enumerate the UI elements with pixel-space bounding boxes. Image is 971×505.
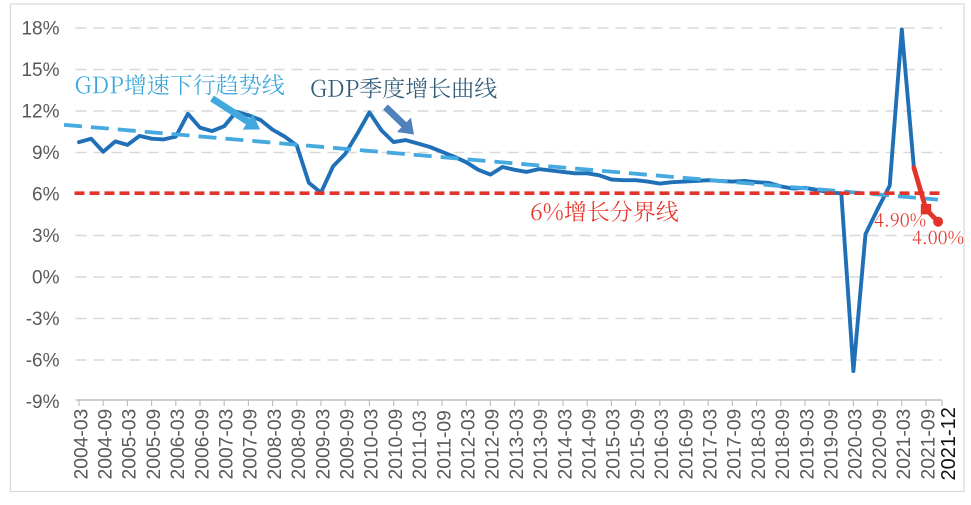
svg-text:2016-09: 2016-09	[676, 409, 697, 480]
svg-text:2006-03: 2006-03	[168, 409, 189, 480]
svg-text:-9%: -9%	[26, 392, 60, 413]
svg-text:-6%: -6%	[26, 351, 60, 372]
svg-text:2018-03: 2018-03	[749, 409, 770, 480]
svg-text:2021-12: 2021-12	[938, 407, 960, 480]
svg-text:15%: 15%	[21, 60, 59, 81]
svg-text:2009-09: 2009-09	[338, 409, 359, 480]
svg-text:2011-03: 2011-03	[410, 410, 431, 479]
svg-text:2021-03: 2021-03	[894, 409, 915, 480]
svg-text:0%: 0%	[32, 268, 60, 289]
svg-text:2004-03: 2004-03	[71, 409, 92, 480]
svg-text:2015-09: 2015-09	[628, 409, 649, 480]
svg-text:2013-03: 2013-03	[507, 409, 528, 480]
svg-text:3%: 3%	[32, 226, 60, 247]
svg-text:2014-09: 2014-09	[580, 409, 601, 480]
svg-text:2017-03: 2017-03	[701, 409, 722, 480]
svg-text:2010-09: 2010-09	[386, 409, 407, 480]
svg-text:2009-03: 2009-03	[313, 409, 334, 480]
svg-text:2013-09: 2013-09	[531, 409, 552, 480]
svg-text:-3%: -3%	[26, 309, 60, 330]
svg-text:12%: 12%	[21, 102, 59, 123]
svg-text:6%: 6%	[32, 185, 60, 206]
svg-text:2019-03: 2019-03	[797, 409, 818, 480]
svg-text:2017-09: 2017-09	[725, 409, 746, 480]
svg-text:2010-03: 2010-03	[362, 409, 383, 480]
svg-text:2011-09: 2011-09	[434, 410, 455, 479]
svg-text:2006-09: 2006-09	[192, 409, 213, 480]
svg-text:2004-09: 2004-09	[96, 409, 117, 480]
svg-text:2005-03: 2005-03	[120, 409, 141, 480]
svg-text:2005-09: 2005-09	[144, 409, 165, 480]
svg-text:2020-09: 2020-09	[870, 409, 891, 480]
svg-text:2007-09: 2007-09	[241, 409, 262, 480]
svg-text:2007-03: 2007-03	[217, 409, 238, 480]
svg-text:2015-03: 2015-03	[604, 409, 625, 480]
svg-text:2014-03: 2014-03	[555, 409, 576, 480]
svg-text:2020-03: 2020-03	[846, 409, 867, 480]
svg-text:2021-09: 2021-09	[918, 409, 939, 480]
svg-text:2019-09: 2019-09	[822, 409, 843, 480]
svg-text:2016-03: 2016-03	[652, 409, 673, 480]
svg-text:2018-09: 2018-09	[773, 409, 794, 480]
svg-text:9%: 9%	[32, 143, 60, 164]
svg-text:2012-03: 2012-03	[459, 409, 480, 480]
svg-text:2008-09: 2008-09	[289, 409, 310, 480]
svg-text:2008-03: 2008-03	[265, 409, 286, 480]
svg-text:18%: 18%	[21, 19, 59, 40]
svg-text:2012-09: 2012-09	[483, 409, 504, 480]
